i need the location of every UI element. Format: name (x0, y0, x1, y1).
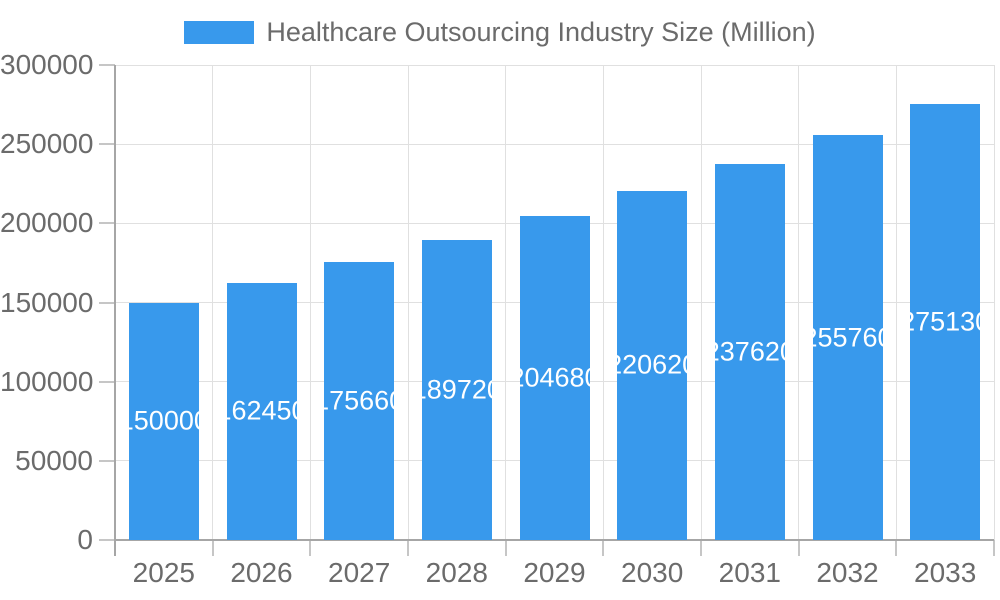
y-tick-label: 300000 (0, 49, 94, 80)
gridline-vertical (602, 65, 604, 540)
bar-value-label: 237620 (715, 336, 785, 367)
bar-2032[interactable]: 255760 (812, 135, 883, 540)
bar-value-label: 204680 (520, 362, 590, 393)
y-axis-line (114, 65, 116, 556)
x-axis-line (115, 539, 994, 541)
y-tick-label: 50000 (15, 444, 93, 476)
gridline-vertical (212, 65, 214, 540)
x-tick-label: 2027 (328, 557, 391, 588)
x-tick-mark (797, 540, 800, 556)
y-tick-label: 100000 (0, 365, 94, 397)
bar-value-label: 175660 (324, 385, 394, 416)
y-tick-mark (99, 539, 115, 541)
legend-label: Healthcare Outsourcing Industry Size (Mi… (266, 17, 816, 47)
bar-value-label: 255760 (813, 322, 883, 352)
gridline-horizontal (115, 64, 994, 66)
x-tick-label: 2029 (523, 557, 586, 588)
x-tick-label: 2031 (718, 557, 781, 588)
bar-2025[interactable]: 150000 (128, 302, 199, 540)
y-tick-mark (99, 459, 115, 462)
gridline-vertical (798, 65, 800, 540)
x-tick-label: 2033 (914, 557, 977, 588)
y-tick-mark (99, 64, 115, 66)
bar-2029[interactable]: 204680 (519, 215, 590, 540)
x-tick-mark (602, 540, 605, 556)
bar-2031[interactable]: 237620 (714, 163, 785, 540)
y-tick-label: 250000 (0, 128, 94, 160)
gridline-vertical (309, 65, 311, 540)
y-tick-mark (99, 143, 115, 146)
x-tick-label: 2032 (816, 557, 879, 588)
bar-value-label: 220620 (617, 349, 687, 380)
x-tick-mark (895, 540, 898, 556)
x-tick-mark (211, 540, 214, 556)
x-tick-mark (309, 540, 312, 556)
x-tick-mark (407, 540, 409, 556)
x-tick-mark (700, 540, 702, 556)
y-tick-mark (99, 380, 115, 383)
gridline-vertical (505, 65, 507, 540)
gridline-vertical (895, 65, 897, 540)
bar-2027[interactable]: 175660 (324, 261, 395, 540)
chart-legend: Healthcare Outsourcing Industry Size (Mi… (0, 17, 1000, 48)
y-tick-mark (99, 222, 115, 225)
bar-value-label: 162450 (227, 395, 297, 426)
x-tick-label: 2028 (425, 557, 488, 588)
bar-2026[interactable]: 162450 (226, 282, 297, 540)
x-tick-mark (504, 540, 507, 556)
legend-item[interactable]: Healthcare Outsourcing Industry Size (Mi… (184, 17, 816, 48)
bar-2033[interactable]: 275130 (910, 104, 981, 540)
gridline-vertical (993, 65, 995, 540)
bar-value-label: 275130 (910, 306, 980, 337)
bar-2028[interactable]: 189720 (421, 239, 492, 540)
y-tick-label: 0 (77, 524, 93, 555)
gridline-vertical (407, 65, 409, 540)
bar-value-label: 150000 (129, 405, 199, 436)
y-tick-label: 200000 (0, 207, 94, 239)
gridline-horizontal (115, 143, 994, 145)
x-tick-label: 2030 (621, 557, 684, 588)
x-tick-label: 2025 (132, 557, 195, 588)
bar-value-label: 189720 (422, 374, 492, 405)
x-tick-mark (993, 540, 995, 556)
y-tick-mark (99, 301, 115, 304)
x-tick-label: 2026 (230, 557, 293, 588)
bar-2030[interactable]: 220620 (617, 190, 688, 540)
gridline-vertical (700, 65, 702, 540)
y-tick-label: 150000 (0, 286, 94, 318)
legend-swatch-icon (184, 21, 255, 44)
